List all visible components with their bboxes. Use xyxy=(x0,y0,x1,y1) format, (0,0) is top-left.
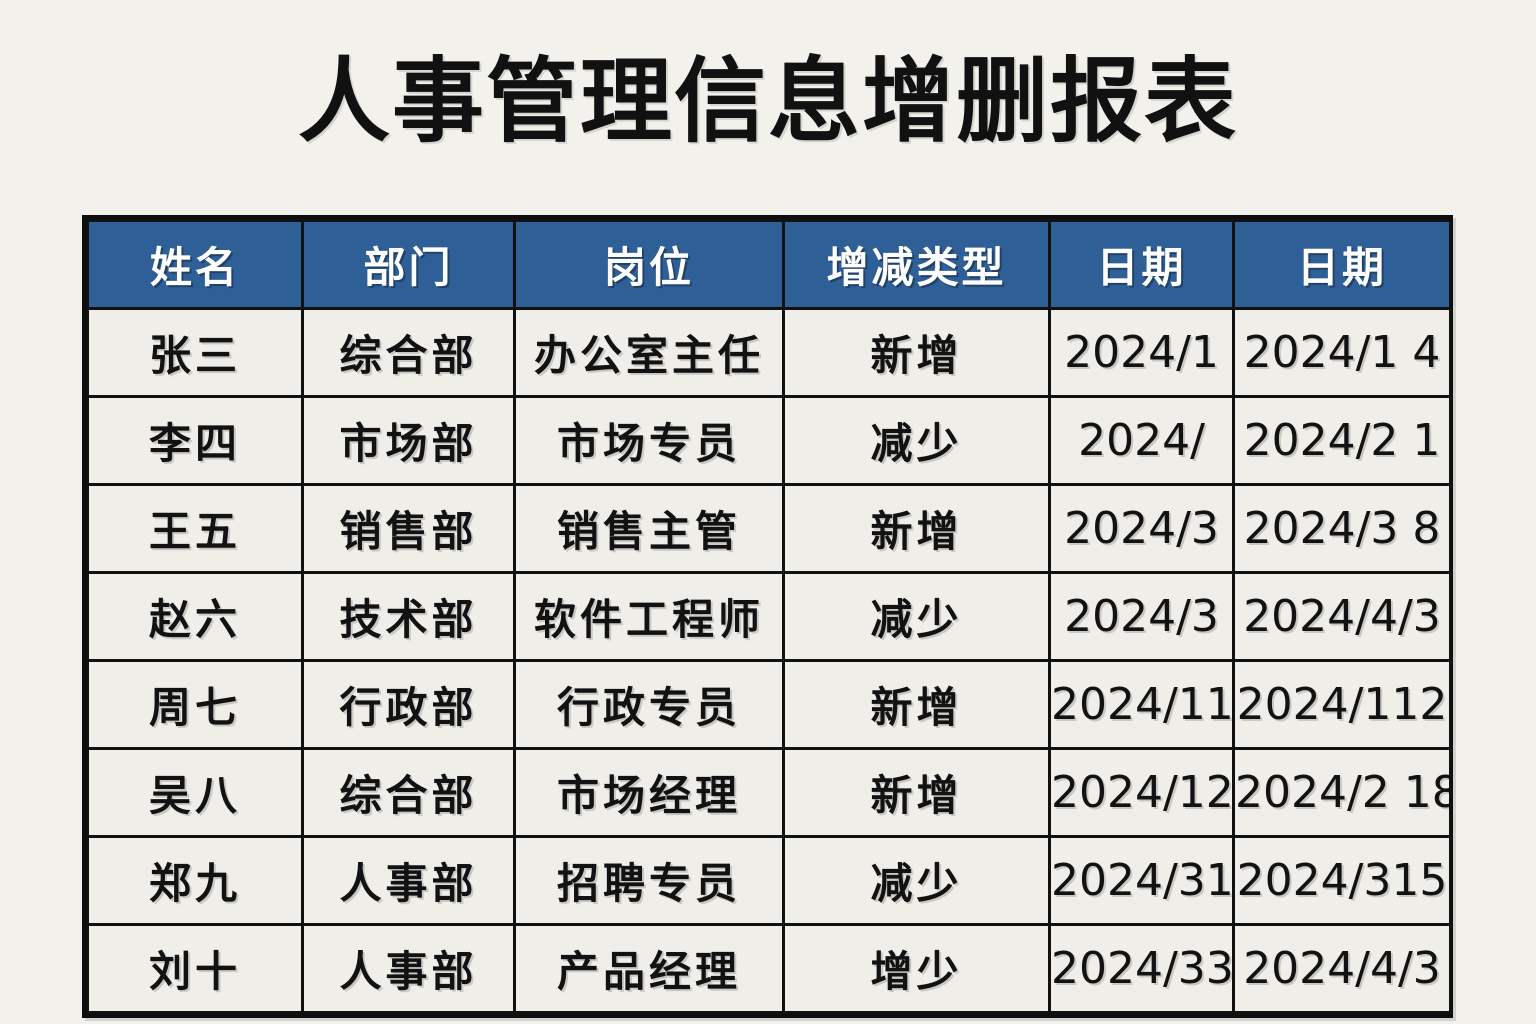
table-row: 李四 市场部 市场专员 减少 2024/ 2024/2 1 xyxy=(86,395,1452,486)
cell-post: 市场经理 xyxy=(513,747,785,838)
cell-date-1: 2024/31 xyxy=(1048,835,1235,926)
page-title: 人事管理信息增删报表 xyxy=(297,48,1238,155)
table-row: 王五 销售部 销售主管 新增 2024/3 2024/3 8 xyxy=(86,483,1452,574)
table-row: 刘十 人事部 产品经理 增少 2024/33 2024/4/3 xyxy=(86,923,1452,1014)
cell-date-2: 2024/4/3 xyxy=(1232,571,1452,662)
cell-post: 办公室主任 xyxy=(513,307,785,398)
cell-date-1: 2024/3 xyxy=(1048,571,1235,662)
column-header-name: 姓名 xyxy=(86,219,304,310)
table-row: 赵六 技术部 软件工程师 减少 2024/3 2024/4/3 xyxy=(86,571,1452,662)
cell-date-1: 2024/1 xyxy=(1048,307,1235,398)
cell-dept: 综合部 xyxy=(301,307,516,398)
cell-name: 周七 xyxy=(86,659,304,750)
cell-date-2: 2024/2 18 xyxy=(1232,747,1452,838)
cell-dept: 人事部 xyxy=(301,835,516,926)
cell-dept: 行政部 xyxy=(301,659,516,750)
table-row: 吴八 综合部 市场经理 新增 2024/12 2024/2 18 xyxy=(86,747,1452,838)
cell-post: 市场专员 xyxy=(513,395,785,486)
cell-date-2: 2024/3 8 xyxy=(1232,483,1452,574)
cell-name: 郑九 xyxy=(86,835,304,926)
cell-change-type: 新增 xyxy=(782,747,1051,838)
table-header-row: 姓名 部门 岗位 增减类型 日期 日期 xyxy=(86,219,1452,310)
cell-name: 李四 xyxy=(86,395,304,486)
column-header-post: 岗位 xyxy=(513,219,785,310)
cell-change-type: 新增 xyxy=(782,659,1051,750)
table-row: 郑九 人事部 招聘专员 减少 2024/31 2024/315 xyxy=(86,835,1452,926)
table-row: 周七 行政部 行政专员 新增 2024/11 2024/112 xyxy=(86,659,1452,750)
cell-date-2: 2024/315 xyxy=(1232,835,1452,926)
cell-change-type: 增少 xyxy=(782,923,1051,1014)
column-header-date1: 日期 xyxy=(1048,219,1235,310)
cell-date-2: 2024/2 1 xyxy=(1232,395,1452,486)
cell-name: 张三 xyxy=(86,307,304,398)
cell-dept: 综合部 xyxy=(301,747,516,838)
cell-change-type: 减少 xyxy=(782,835,1051,926)
cell-date-1: 2024/33 xyxy=(1048,923,1235,1014)
cell-dept: 人事部 xyxy=(301,923,516,1014)
cell-post: 销售主管 xyxy=(513,483,785,574)
cell-change-type: 新增 xyxy=(782,483,1051,574)
cell-change-type: 减少 xyxy=(782,571,1051,662)
cell-name: 吴八 xyxy=(86,747,304,838)
personnel-change-table: 姓名 部门 岗位 增减类型 日期 日期 张三 综合部 办公室主任 新增 2024… xyxy=(86,219,1452,1014)
cell-date-2: 2024/112 xyxy=(1232,659,1452,750)
cell-date-2: 2024/1 4 xyxy=(1232,307,1452,398)
cell-post: 招聘专员 xyxy=(513,835,785,926)
table-header: 姓名 部门 岗位 增减类型 日期 日期 xyxy=(86,219,1452,310)
column-header-date2: 日期 xyxy=(1232,219,1452,310)
cell-dept: 销售部 xyxy=(301,483,516,574)
table-body: 张三 综合部 办公室主任 新增 2024/1 2024/1 4 李四 市场部 市… xyxy=(86,307,1452,1014)
cell-change-type: 减少 xyxy=(782,395,1051,486)
cell-date-1: 2024/ xyxy=(1048,395,1235,486)
cell-change-type: 新增 xyxy=(782,307,1051,398)
column-header-dept: 部门 xyxy=(301,219,516,310)
column-header-type: 增减类型 xyxy=(782,219,1051,310)
table-row: 张三 综合部 办公室主任 新增 2024/1 2024/1 4 xyxy=(86,307,1452,398)
cell-name: 赵六 xyxy=(86,571,304,662)
cell-post: 软件工程师 xyxy=(513,571,785,662)
cell-date-1: 2024/3 xyxy=(1048,483,1235,574)
cell-date-1: 2024/11 xyxy=(1048,659,1235,750)
cell-dept: 市场部 xyxy=(301,395,516,486)
cell-post: 行政专员 xyxy=(513,659,785,750)
cell-date-1: 2024/12 xyxy=(1048,747,1235,838)
cell-name: 王五 xyxy=(86,483,304,574)
cell-name: 刘十 xyxy=(86,923,304,1014)
cell-date-2: 2024/4/3 xyxy=(1232,923,1452,1014)
report-table-container: 姓名 部门 岗位 增减类型 日期 日期 张三 综合部 办公室主任 新增 2024… xyxy=(82,215,1453,1018)
cell-dept: 技术部 xyxy=(301,571,516,662)
cell-post: 产品经理 xyxy=(513,923,785,1014)
